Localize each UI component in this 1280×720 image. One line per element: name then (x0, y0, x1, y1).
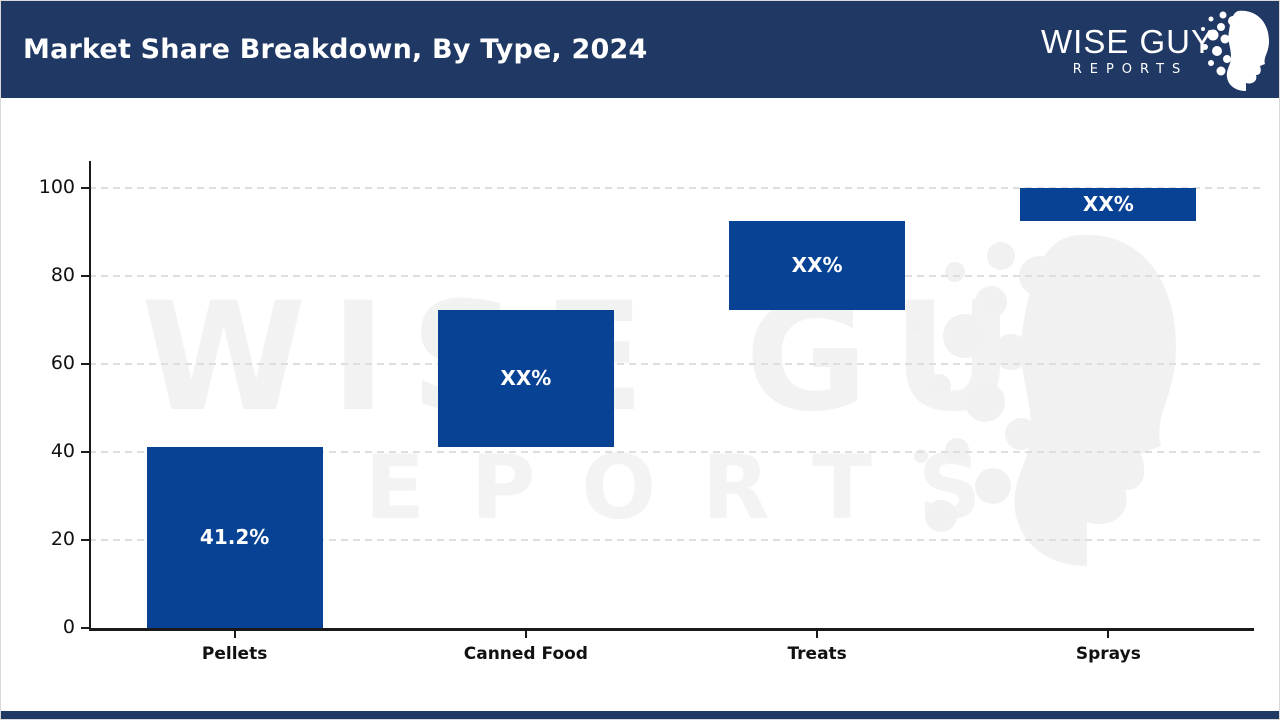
y-tick-20 (81, 539, 89, 541)
y-tick-label-0: 0 (62, 616, 75, 638)
x-label-canned-food: Canned Food (463, 644, 588, 664)
gridline-80 (89, 275, 1260, 277)
bar-label-canned-food: XX% (500, 366, 552, 391)
logo-face-icon (1201, 10, 1269, 91)
bar-label-pellets: 41.2% (199, 525, 270, 550)
x-tick-pellets (233, 630, 236, 638)
bar-treats: XX% (729, 220, 906, 310)
y-tick-label-40: 40 (50, 440, 75, 462)
y-tick-80 (81, 275, 89, 277)
gridline-20 (89, 539, 1260, 541)
y-tick-label-100: 100 (38, 176, 75, 198)
gridline-60 (89, 363, 1260, 365)
x-label-treats: Treats (787, 644, 847, 664)
x-axis-line (89, 628, 1254, 631)
x-label-sprays: Sprays (1075, 644, 1141, 664)
bar-label-treats: XX% (791, 253, 843, 278)
x-label-pellets: Pellets (201, 644, 268, 664)
gridline-100 (89, 187, 1260, 189)
footer-bar (1, 711, 1279, 719)
x-tick-sprays (1107, 630, 1110, 638)
y-tick-40 (81, 451, 89, 453)
watermark-face-icon (910, 234, 1176, 566)
y-tick-label-20: 20 (50, 528, 75, 550)
chart-title: Market Share Breakdown, By Type, 2024 (23, 34, 648, 65)
bar-canned-food: XX% (437, 309, 614, 447)
bar-pellets: 41.2% (146, 446, 323, 628)
header-bar: Market Share Breakdown, By Type, 2024 WI… (1, 1, 1279, 98)
watermark-subtitle: REPORTS (251, 436, 1028, 539)
waterfall-plot-area: 0 20 40 60 80 100 41.2% XX% XX% XX% Pellets Canned … (1, 98, 1279, 713)
logo-text: WISE GUY REPORTS (1041, 25, 1214, 77)
gridline-40 (89, 451, 1260, 453)
x-tick-treats (816, 630, 819, 638)
bar-label-sprays: XX% (1082, 192, 1134, 217)
logo-subtitle: REPORTS (1072, 62, 1189, 77)
logo-wordmark: WISE GUY (1041, 23, 1215, 60)
y-tick-label-80: 80 (50, 264, 75, 286)
wise-guy-logo: WISE GUY REPORTS (1011, 7, 1271, 93)
x-tick-canned-food (524, 630, 527, 638)
bar-sprays: XX% (1020, 188, 1197, 221)
y-axis-line (89, 161, 91, 630)
y-tick-0 (81, 627, 89, 629)
y-tick-60 (81, 363, 89, 365)
y-tick-label-60: 60 (50, 352, 75, 374)
y-tick-100 (81, 187, 89, 189)
